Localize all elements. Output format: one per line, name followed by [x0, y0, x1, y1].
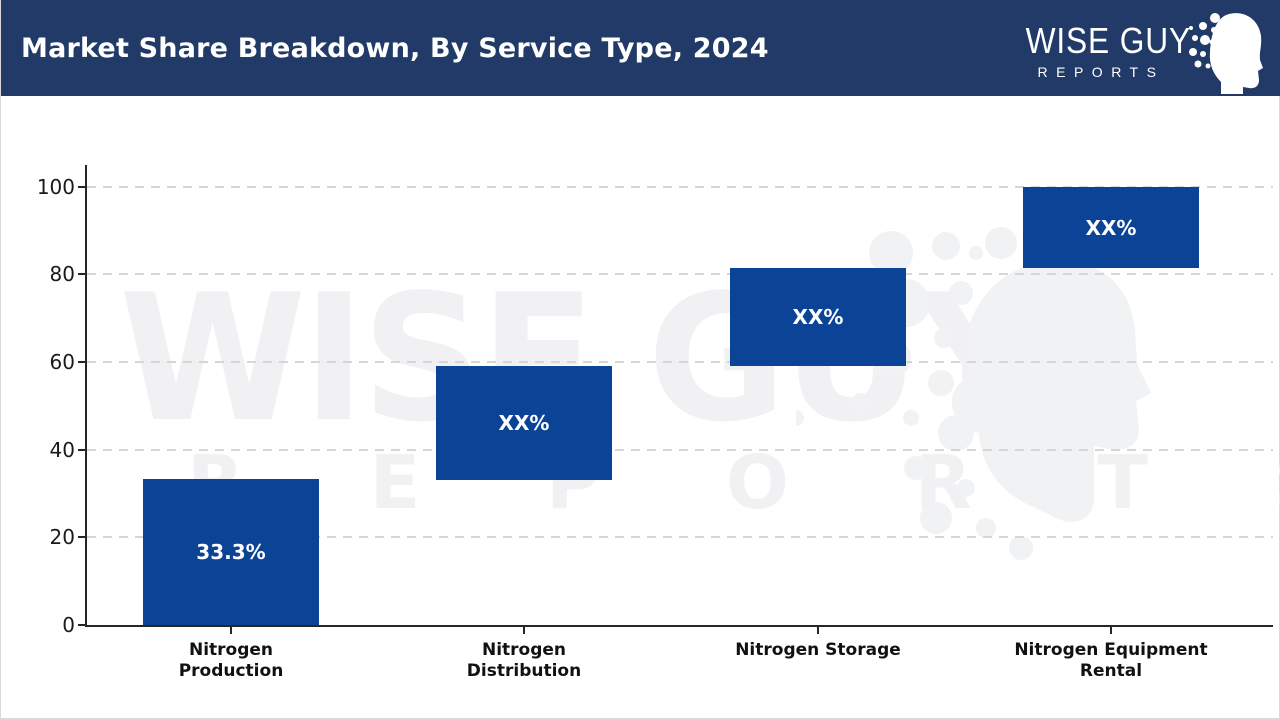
- header-bar: Market Share Breakdown, By Service Type,…: [1, 0, 1280, 96]
- bar-value-label: XX%: [792, 305, 844, 329]
- x-label-line: Nitrogen: [481, 640, 567, 660]
- x-label-nitrogen-production: Nitrogen Production: [81, 640, 381, 682]
- gridline-80: [87, 273, 1273, 275]
- x-label-nitrogen-storage: Nitrogen Storage: [668, 640, 968, 661]
- y-tick-mark: [78, 624, 85, 626]
- watermark-text-reports: R E P O R T S: [187, 440, 1280, 526]
- x-tick-mark: [817, 627, 819, 634]
- bar-nitrogen-production[interactable]: 33.3%: [143, 479, 319, 625]
- x-label-line: Nitrogen: [188, 640, 274, 660]
- y-tick-label-80: 80: [49, 262, 75, 286]
- bar-nitrogen-distribution[interactable]: XX%: [436, 366, 612, 480]
- x-label-line: Nitrogen Equipment: [1014, 640, 1208, 660]
- y-tick-mark: [78, 449, 85, 451]
- y-axis-line: [85, 165, 87, 626]
- y-tick-label-100: 100: [36, 175, 75, 199]
- brand-subtitle: REPORTS: [1037, 64, 1165, 80]
- brand-text: WISE GUY REPORTS: [1003, 20, 1191, 80]
- bar-nitrogen-storage[interactable]: XX%: [730, 268, 906, 366]
- x-axis-line: [85, 625, 1273, 627]
- y-tick-label-60: 60: [49, 350, 75, 374]
- head-silhouette-icon: [1189, 13, 1263, 94]
- x-label-line: Production: [178, 661, 284, 681]
- brand-logo: WISE GUY REPORTS: [1013, 4, 1263, 94]
- x-tick-mark: [1110, 627, 1112, 634]
- y-tick-label-0: 0: [62, 613, 75, 637]
- brand-name: WISE GUY: [1025, 20, 1191, 61]
- x-tick-mark: [523, 627, 525, 634]
- page-title: Market Share Breakdown, By Service Type,…: [21, 32, 769, 64]
- y-tick-mark: [78, 273, 85, 275]
- y-tick-mark: [78, 186, 85, 188]
- gridline-100: [87, 186, 1273, 188]
- x-label-line: Nitrogen Storage: [735, 640, 901, 660]
- x-tick-mark: [230, 627, 232, 634]
- x-label-nitrogen-distribution: Nitrogen Distribution: [374, 640, 674, 682]
- y-tick-label-40: 40: [49, 438, 75, 462]
- gridline-20: [87, 536, 1273, 538]
- bar-value-label: XX%: [1085, 215, 1137, 240]
- x-label-line: Distribution: [466, 661, 582, 681]
- gridline-60: [87, 361, 1273, 363]
- gridline-40: [87, 449, 1273, 451]
- x-label-nitrogen-equipment-rental: Nitrogen Equipment Rental: [961, 640, 1261, 682]
- y-tick-mark: [78, 361, 85, 363]
- bar-value-label: XX%: [498, 411, 550, 435]
- x-label-line: Rental: [1079, 661, 1143, 681]
- y-tick-label-20: 20: [49, 525, 75, 549]
- y-tick-mark: [78, 536, 85, 538]
- bar-value-label: 33.3%: [196, 540, 266, 564]
- bar-nitrogen-equipment-rental[interactable]: XX%: [1023, 187, 1199, 268]
